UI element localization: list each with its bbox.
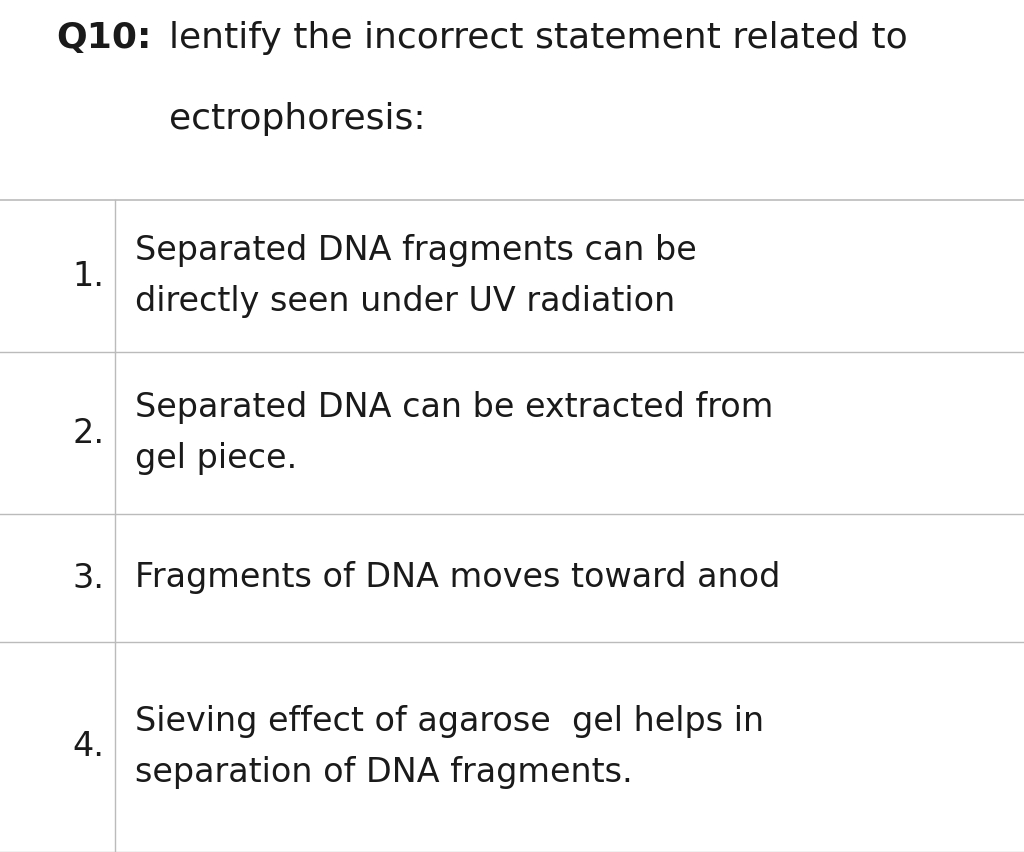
Text: 3.: 3. (73, 561, 104, 595)
Text: directly seen under UV radiation: directly seen under UV radiation (135, 285, 676, 319)
Text: Separated DNA can be extracted from: Separated DNA can be extracted from (135, 391, 774, 423)
Text: gel piece.: gel piece. (135, 442, 298, 475)
Text: ectrophoresis:: ectrophoresis: (169, 102, 426, 136)
Text: Fragments of DNA moves toward anod: Fragments of DNA moves toward anod (135, 561, 781, 595)
Text: 1.: 1. (73, 260, 104, 292)
Text: 4.: 4. (73, 730, 104, 763)
Text: Q10:: Q10: (56, 21, 152, 55)
Text: Separated DNA fragments can be: Separated DNA fragments can be (135, 233, 697, 267)
Text: lentify the incorrect statement related to: lentify the incorrect statement related … (169, 21, 907, 55)
Text: Sieving effect of agarose  gel helps in: Sieving effect of agarose gel helps in (135, 705, 765, 738)
Text: separation of DNA fragments.: separation of DNA fragments. (135, 757, 633, 789)
Text: 2.: 2. (73, 417, 104, 450)
